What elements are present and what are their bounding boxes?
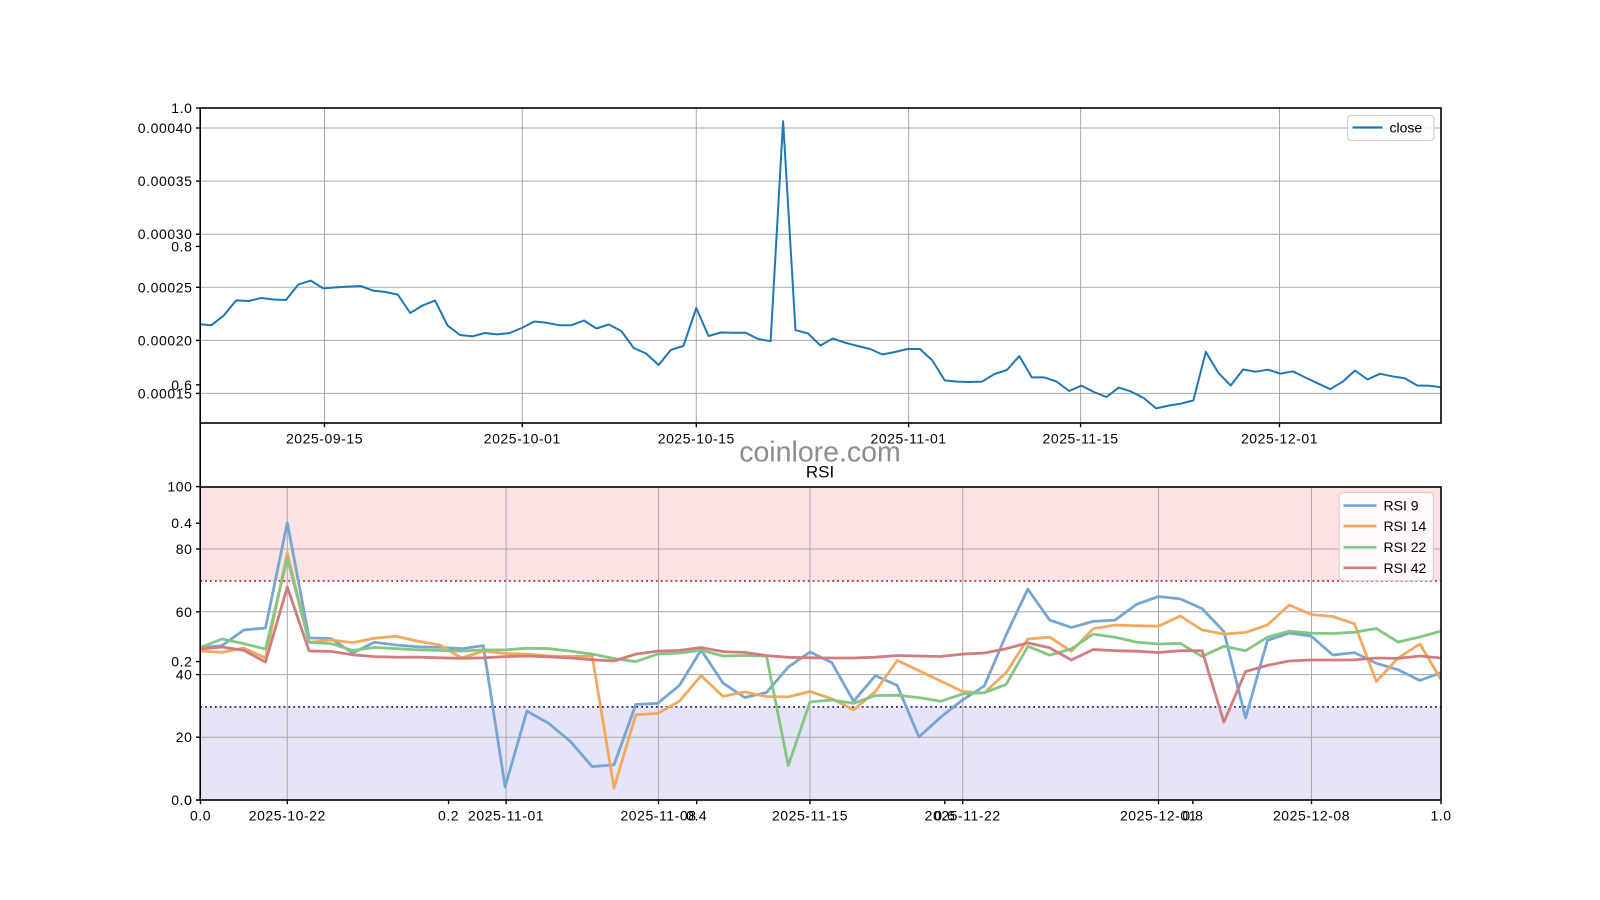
svg-text:2025-10-01: 2025-10-01 xyxy=(484,431,561,447)
svg-text:0.8: 0.8 xyxy=(171,238,192,254)
svg-text:80: 80 xyxy=(176,541,193,557)
svg-text:0.00025: 0.00025 xyxy=(138,279,193,295)
svg-text:0.2: 0.2 xyxy=(171,654,192,670)
svg-text:0.4: 0.4 xyxy=(686,808,707,824)
svg-text:0.4: 0.4 xyxy=(171,515,192,531)
svg-text:close: close xyxy=(1390,120,1423,136)
svg-text:2025-11-01: 2025-11-01 xyxy=(871,431,947,447)
svg-text:RSI 9: RSI 9 xyxy=(1384,498,1419,514)
svg-text:2025-12-01: 2025-12-01 xyxy=(1120,808,1197,824)
svg-text:0.00020: 0.00020 xyxy=(138,332,193,348)
svg-text:60: 60 xyxy=(176,604,193,620)
svg-text:2025-11-22: 2025-11-22 xyxy=(925,808,1001,824)
svg-text:RSI 42: RSI 42 xyxy=(1384,560,1427,576)
svg-text:2025-10-15: 2025-10-15 xyxy=(658,431,735,447)
svg-text:0.6: 0.6 xyxy=(934,808,955,824)
svg-text:0.2: 0.2 xyxy=(438,808,459,824)
svg-text:100: 100 xyxy=(167,479,192,495)
svg-text:0.8: 0.8 xyxy=(1182,808,1203,824)
svg-text:20: 20 xyxy=(176,729,193,745)
svg-text:RSI 22: RSI 22 xyxy=(1384,539,1427,555)
svg-text:2025-12-01: 2025-12-01 xyxy=(1241,431,1318,447)
svg-text:1.0: 1.0 xyxy=(171,100,192,116)
svg-text:0.00035: 0.00035 xyxy=(138,173,193,189)
svg-text:2025-11-15: 2025-11-15 xyxy=(772,808,848,824)
svg-text:0: 0 xyxy=(184,792,192,808)
svg-text:0.0: 0.0 xyxy=(171,792,192,808)
svg-text:0.00015: 0.00015 xyxy=(138,385,193,401)
svg-text:RSI 14: RSI 14 xyxy=(1384,518,1427,534)
svg-text:2025-11-15: 2025-11-15 xyxy=(1043,431,1119,447)
svg-text:0.00030: 0.00030 xyxy=(138,226,193,242)
svg-text:0.6: 0.6 xyxy=(171,377,192,393)
svg-text:0.0: 0.0 xyxy=(190,808,211,824)
svg-text:coinlore.com: coinlore.com xyxy=(739,437,901,469)
svg-text:2025-10-22: 2025-10-22 xyxy=(249,808,326,824)
svg-text:40: 40 xyxy=(176,667,193,683)
svg-text:2025-12-08: 2025-12-08 xyxy=(1273,808,1350,824)
svg-text:1.0: 1.0 xyxy=(1430,808,1451,824)
svg-text:2025-11-01: 2025-11-01 xyxy=(468,808,544,824)
svg-text:2025-11-08: 2025-11-08 xyxy=(620,808,696,824)
svg-text:2025-09-15: 2025-09-15 xyxy=(286,431,363,447)
svg-text:0.00040: 0.00040 xyxy=(138,120,193,136)
svg-text:RSI: RSI xyxy=(806,463,834,482)
